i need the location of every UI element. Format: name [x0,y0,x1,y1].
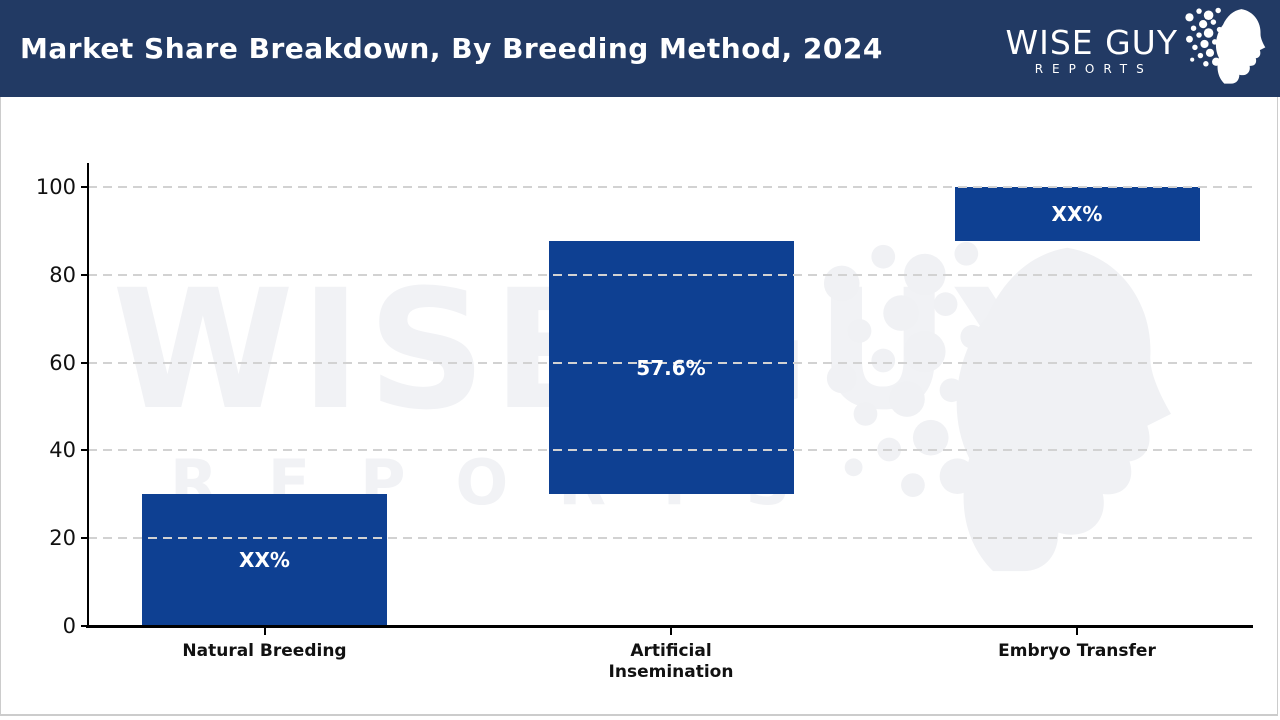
x-tick-1 [670,628,672,635]
x-category-label-1: Artificial Insemination [608,641,734,683]
y-tick-label-80: 80 [49,262,76,287]
gridline-y80 [88,273,1253,276]
y-tick-label-20: 20 [49,526,76,551]
bar-segment-0 [142,494,387,626]
report-header: Market Share Breakdown, By Breeding Meth… [0,0,1280,97]
y-tick-60 [81,361,88,364]
bar-value-label-0: XX% [239,548,290,573]
bar-segment-2 [954,187,1200,242]
x-tick-0 [263,628,266,635]
logo-face-icon [1185,7,1266,84]
x-axis-line [86,625,1253,628]
y-tick-0 [81,625,88,627]
bar-value-label-2: XX% [1051,202,1103,227]
y-tick-100 [81,186,88,188]
y-tick-40 [81,449,88,452]
gridline-y60 [88,361,1253,364]
y-tick-label-100: 100 [35,175,76,199]
y-tick-label-40: 40 [49,438,76,463]
y-tick-80 [81,273,88,276]
gridline-y40 [88,449,1253,452]
logo-reports-text: REPORTS [1034,62,1153,76]
bar-segment-1 [548,241,794,495]
y-tick-label-60: 60 [49,350,76,375]
logo-wiseguy-text: WISE GUY [1005,23,1178,62]
chart-title: Market Share Breakdown, By Breeding Meth… [20,32,883,65]
y-axis-line [87,163,89,628]
x-tick-2 [1076,628,1078,635]
x-category-label-0: Natural Breeding [182,641,347,661]
x-category-label-2: Embryo Transfer [998,641,1156,661]
bar-value-label-1: 57.6% [636,355,706,380]
gridline-y20 [88,537,1253,540]
gridline-y100 [88,186,1253,188]
y-tick-20 [81,537,88,540]
y-tick-label-0: 0 [62,614,76,638]
wiseguy-logo: WISE GUY REPORTS [1005,0,1266,97]
